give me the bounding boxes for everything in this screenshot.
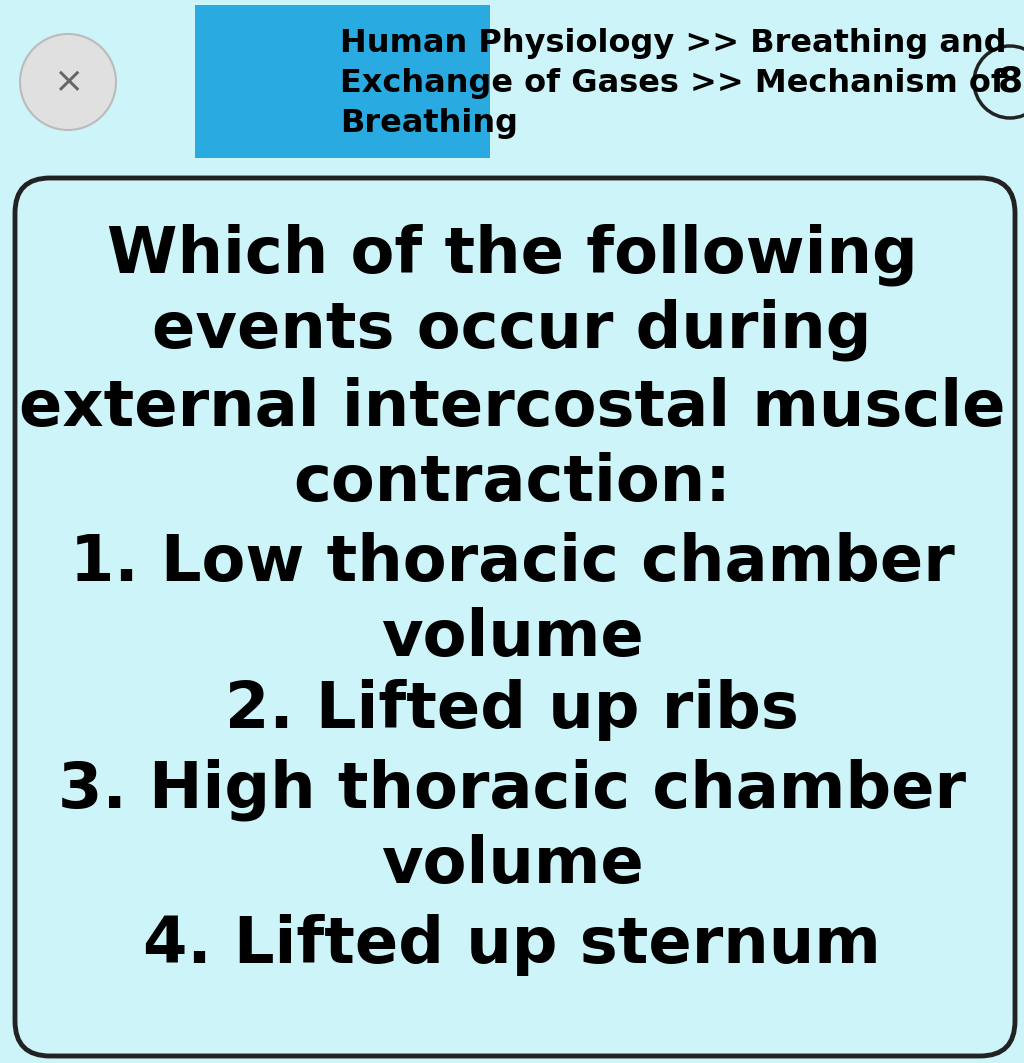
- Text: 8: 8: [997, 65, 1023, 99]
- Text: contraction:: contraction:: [293, 452, 731, 514]
- Text: Exchange of Gases >> Mechanism of: Exchange of Gases >> Mechanism of: [340, 68, 1005, 99]
- Text: 1. Low thoracic chamber: 1. Low thoracic chamber: [70, 532, 954, 594]
- Text: 3. High thoracic chamber: 3. High thoracic chamber: [58, 759, 966, 822]
- Text: external intercostal muscle: external intercostal muscle: [18, 377, 1006, 439]
- FancyBboxPatch shape: [15, 178, 1015, 1056]
- Text: 2. Lifted up ribs: 2. Lifted up ribs: [225, 679, 799, 741]
- Circle shape: [974, 46, 1024, 118]
- Text: events occur during: events occur during: [153, 299, 871, 361]
- Text: Human Physiology >> Breathing and: Human Physiology >> Breathing and: [340, 28, 1007, 60]
- Text: 4. Lifted up sternum: 4. Lifted up sternum: [143, 914, 881, 976]
- FancyBboxPatch shape: [195, 5, 490, 158]
- Circle shape: [20, 34, 116, 130]
- Text: ×: ×: [53, 65, 83, 99]
- Text: volume: volume: [381, 834, 643, 896]
- Text: Breathing: Breathing: [340, 108, 518, 139]
- Text: volume: volume: [381, 607, 643, 669]
- Text: Which of the following: Which of the following: [106, 223, 918, 286]
